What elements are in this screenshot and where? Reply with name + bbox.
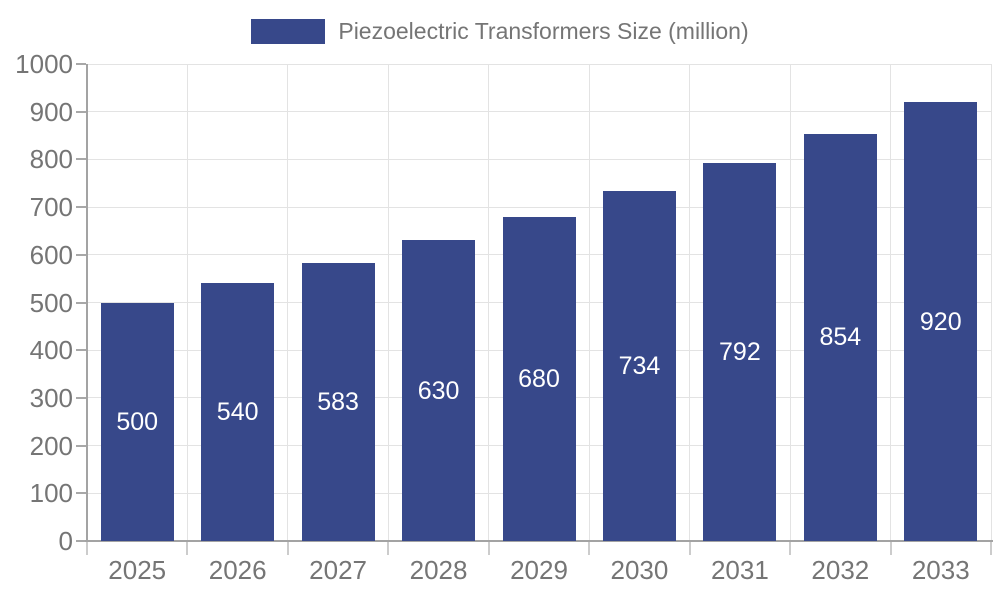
y-axis-line bbox=[86, 64, 88, 541]
y-axis-label: 800 bbox=[29, 144, 73, 175]
bar[interactable] bbox=[904, 102, 978, 541]
v-gridline bbox=[588, 64, 590, 541]
x-axis-tick bbox=[387, 541, 390, 555]
y-axis-tick bbox=[76, 206, 86, 209]
x-axis-tick bbox=[889, 541, 892, 555]
x-axis-tick bbox=[487, 541, 490, 555]
x-axis-label: 2027 bbox=[309, 555, 368, 585]
y-axis-tick bbox=[76, 63, 86, 65]
bar[interactable] bbox=[201, 283, 275, 541]
x-axis-label: 2030 bbox=[610, 555, 669, 585]
y-axis-label: 0 bbox=[58, 526, 73, 556]
plot-area: 0 100 200 300 400 500 600 700 800 900 1000 500 2025 5… bbox=[15, 51, 993, 584]
x-axis-tick bbox=[990, 541, 992, 555]
bar[interactable] bbox=[100, 302, 174, 541]
h-gridline bbox=[87, 63, 991, 65]
h-gridline bbox=[87, 111, 991, 113]
y-axis-tick bbox=[76, 540, 86, 542]
bar[interactable] bbox=[301, 262, 375, 541]
h-gridline bbox=[87, 158, 991, 160]
bar[interactable] bbox=[803, 133, 877, 541]
y-axis-label: 900 bbox=[29, 96, 73, 127]
y-axis-tick bbox=[76, 444, 86, 447]
y-axis-tick bbox=[76, 301, 86, 304]
y-axis-label: 500 bbox=[29, 287, 73, 318]
x-axis-label: 2028 bbox=[409, 555, 468, 585]
y-axis-label: 400 bbox=[29, 335, 73, 366]
legend-swatch bbox=[251, 18, 326, 44]
x-axis-label: 2029 bbox=[510, 555, 568, 585]
y-axis-tick bbox=[76, 110, 86, 113]
x-axis-tick bbox=[588, 541, 591, 555]
x-axis-label: 2025 bbox=[108, 555, 167, 585]
v-gridline bbox=[789, 64, 791, 541]
bar[interactable] bbox=[703, 163, 777, 541]
x-axis-label: 2026 bbox=[208, 555, 267, 585]
bar[interactable] bbox=[402, 240, 476, 541]
x-axis-label: 2032 bbox=[811, 555, 870, 585]
legend: Piezoelectric Transformers Size (million… bbox=[0, 18, 1000, 44]
x-axis-tick bbox=[789, 541, 792, 555]
h-gridline bbox=[87, 206, 991, 208]
y-axis-label: 300 bbox=[29, 382, 73, 413]
y-axis-tick bbox=[76, 253, 86, 256]
y-axis-label: 100 bbox=[29, 478, 73, 509]
x-axis-tick bbox=[688, 541, 691, 555]
v-gridline bbox=[488, 64, 490, 541]
v-gridline bbox=[990, 64, 992, 541]
legend-label: Piezoelectric Transformers Size (million… bbox=[338, 18, 749, 44]
v-gridline bbox=[689, 64, 691, 541]
x-axis-tick bbox=[286, 541, 289, 555]
y-axis-tick bbox=[76, 158, 86, 161]
x-axis-label: 2031 bbox=[710, 555, 769, 585]
x-axis-label: 2033 bbox=[911, 555, 970, 585]
v-gridline bbox=[186, 64, 188, 541]
v-gridline bbox=[287, 64, 289, 541]
x-axis-tick bbox=[86, 541, 88, 555]
x-axis-line bbox=[85, 540, 993, 542]
y-axis-tick bbox=[76, 492, 86, 495]
y-axis-label: 700 bbox=[29, 192, 73, 223]
y-axis-label: 200 bbox=[29, 430, 73, 461]
y-axis-label: 1000 bbox=[15, 49, 73, 79]
v-gridline bbox=[890, 64, 892, 541]
bar[interactable] bbox=[502, 216, 576, 541]
v-gridline bbox=[387, 64, 389, 541]
bar[interactable] bbox=[602, 190, 676, 541]
y-axis-label: 600 bbox=[29, 239, 73, 270]
y-axis-tick bbox=[76, 349, 86, 352]
y-axis-tick bbox=[76, 396, 86, 399]
x-axis-tick bbox=[186, 541, 189, 555]
legend-item[interactable]: Piezoelectric Transformers Size (million… bbox=[251, 18, 749, 44]
